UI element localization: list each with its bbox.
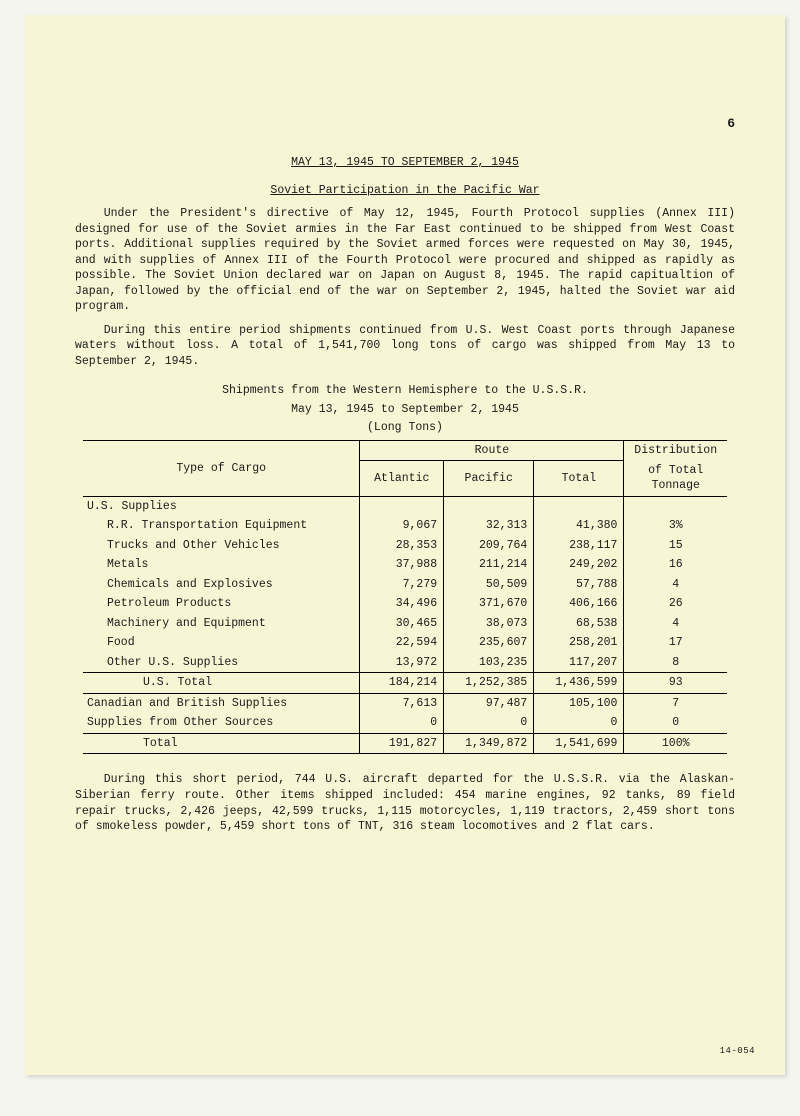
doc-subtitle: Soviet Participation in the Pacific War <box>55 183 755 199</box>
table-row: Machinery and Equipment 30,465 38,073 68… <box>83 614 727 634</box>
row-other-sources: Supplies from Other Sources 0 0 0 0 <box>83 713 727 733</box>
table-row: Petroleum Products 34,496 371,670 406,16… <box>83 594 727 614</box>
doc-title: MAY 13, 1945 TO SEPTEMBER 2, 1945 <box>55 155 755 171</box>
table-row: Chemicals and Explosives 7,279 50,509 57… <box>83 575 727 595</box>
table-row: Metals 37,988 211,214 249,202 16 <box>83 555 727 575</box>
table-row: Other U.S. Supplies 13,972 103,235 117,2… <box>83 653 727 673</box>
paragraph-1: Under the President's directive of May 1… <box>75 206 735 315</box>
table-caption-1: Shipments from the Western Hemisphere to… <box>55 383 755 399</box>
th-total: Total <box>534 461 624 497</box>
table-row: Food 22,594 235,607 258,201 17 <box>83 633 727 653</box>
document-page: 6 MAY 13, 1945 TO SEPTEMBER 2, 1945 Sovi… <box>25 15 785 1075</box>
table-caption-3: (Long Tons) <box>55 420 755 436</box>
th-route: Route <box>360 440 624 461</box>
table-row: R.R. Transportation Equipment 9,067 32,3… <box>83 516 727 536</box>
th-dist2: of Total Tonnage <box>624 461 727 497</box>
th-atlantic: Atlantic <box>360 461 444 497</box>
document-reference-number: 14-054 <box>720 1045 755 1057</box>
row-us-total: U.S. Total 184,214 1,252,385 1,436,599 9… <box>83 673 727 694</box>
th-dist1: Distribution <box>624 440 727 461</box>
row-grand-total: Total 191,827 1,349,872 1,541,699 100% <box>83 733 727 754</box>
paragraph-2: During this entire period shipments cont… <box>75 323 735 370</box>
table-caption-block: Shipments from the Western Hemisphere to… <box>55 383 755 436</box>
row-us-supplies-header: U.S. Supplies <box>83 496 727 516</box>
cargo-table: Type of Cargo Route Distribution Atlanti… <box>83 440 727 755</box>
table-caption-2: May 13, 1945 to September 2, 1945 <box>55 402 755 418</box>
table-row: Trucks and Other Vehicles 28,353 209,764… <box>83 536 727 556</box>
th-pacific: Pacific <box>444 461 534 497</box>
th-type: Type of Cargo <box>83 440 360 496</box>
page-number: 6 <box>727 115 735 133</box>
row-canadian-british: Canadian and British Supplies 7,613 97,4… <box>83 693 727 713</box>
paragraph-3: During this short period, 744 U.S. aircr… <box>75 772 735 834</box>
